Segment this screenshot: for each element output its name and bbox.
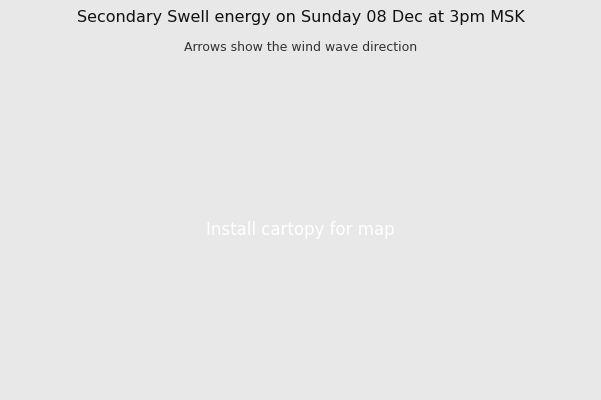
Text: Install cartopy for map: Install cartopy for map bbox=[206, 220, 394, 238]
Text: Arrows show the wind wave direction: Arrows show the wind wave direction bbox=[184, 41, 417, 54]
Text: Secondary Swell energy on Sunday 08 Dec at 3pm MSK: Secondary Swell energy on Sunday 08 Dec … bbox=[76, 10, 525, 25]
